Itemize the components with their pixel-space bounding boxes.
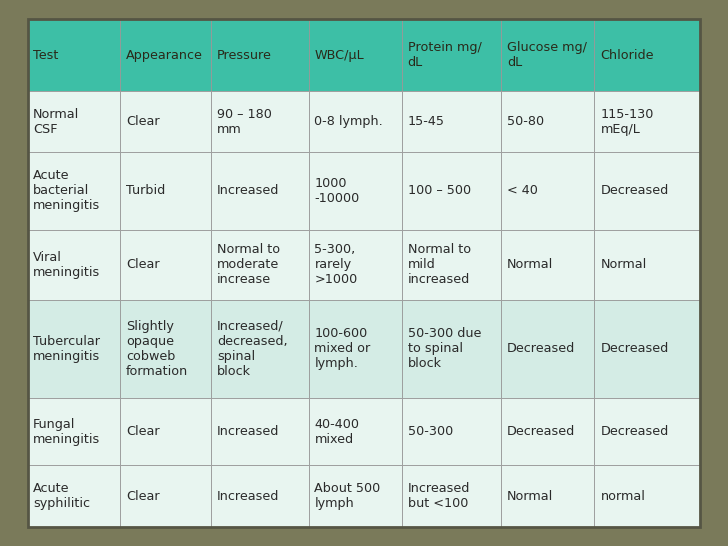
Text: 40-400
mixed: 40-400 mixed [314,418,360,446]
Bar [211,229,309,300]
Bar [28,229,121,300]
Text: 15-45: 15-45 [408,115,445,128]
Bar [121,91,211,152]
Text: Viral
meningitis: Viral meningitis [33,251,100,278]
Text: Normal to
mild
increased: Normal to mild increased [408,243,471,286]
Text: Normal to
moderate
increase: Normal to moderate increase [217,243,280,286]
Bar [28,397,121,465]
Text: Acute
bacterial
meningitis: Acute bacterial meningitis [33,169,100,212]
Bar [594,465,700,527]
Text: Decreased: Decreased [601,342,669,355]
Text: Clear: Clear [126,425,159,438]
Bar [402,19,501,91]
Text: Decreased: Decreased [601,185,669,198]
Bar [121,397,211,465]
Text: Turbid: Turbid [126,185,165,198]
Bar [28,91,121,152]
Text: Increased/
decreased,
spinal
block: Increased/ decreased, spinal block [217,320,288,378]
Bar [309,19,402,91]
Bar [402,300,501,397]
Bar [309,465,402,527]
Bar [501,397,594,465]
Text: Decreased: Decreased [507,342,575,355]
Bar [309,91,402,152]
Bar [309,152,402,229]
Text: Tubercular
meningitis: Tubercular meningitis [33,335,100,363]
Text: Appearance: Appearance [126,49,203,62]
Bar [402,229,501,300]
Text: < 40: < 40 [507,185,538,198]
Text: 0-8 lymph.: 0-8 lymph. [314,115,383,128]
Bar [28,152,121,229]
Bar [211,152,309,229]
Bar [594,300,700,397]
Text: About 500
lymph: About 500 lymph [314,482,381,510]
Bar [402,465,501,527]
Text: Increased: Increased [217,490,280,503]
Text: Test: Test [33,49,59,62]
Text: 50-80: 50-80 [507,115,544,128]
Bar [121,229,211,300]
Text: Increased: Increased [217,185,280,198]
Text: Protein mg/
dL: Protein mg/ dL [408,41,481,69]
Text: 100-600
mixed or
lymph.: 100-600 mixed or lymph. [314,327,371,370]
Text: Chloride: Chloride [601,49,654,62]
Text: 50-300 due
to spinal
block: 50-300 due to spinal block [408,327,481,370]
Text: Increased
but <100: Increased but <100 [408,482,470,510]
Text: Slightly
opaque
cobweb
formation: Slightly opaque cobweb formation [126,320,189,378]
Bar [402,91,501,152]
Text: 90 – 180
mm: 90 – 180 mm [217,108,272,136]
Text: Normal
CSF: Normal CSF [33,108,79,136]
Bar [121,19,211,91]
Bar [309,229,402,300]
Text: Acute
syphilitic: Acute syphilitic [33,482,90,510]
Bar [211,91,309,152]
Bar [594,152,700,229]
Bar [501,152,594,229]
Text: 50-300: 50-300 [408,425,453,438]
Text: 1000
-10000: 1000 -10000 [314,177,360,205]
Text: Normal: Normal [601,258,646,271]
Bar [501,465,594,527]
Bar [211,465,309,527]
Text: Normal: Normal [507,490,553,503]
Bar [501,19,594,91]
Bar [402,397,501,465]
Bar [211,300,309,397]
Text: Glucose mg/
dL: Glucose mg/ dL [507,41,587,69]
Text: 5-300,
rarely
>1000: 5-300, rarely >1000 [314,243,357,286]
Text: WBC/μL: WBC/μL [314,49,364,62]
Bar [594,19,700,91]
Text: Normal: Normal [507,258,553,271]
Bar [121,152,211,229]
Text: Clear: Clear [126,115,159,128]
Bar [594,91,700,152]
Bar [501,300,594,397]
Text: Decreased: Decreased [601,425,669,438]
Bar [594,397,700,465]
Text: Increased: Increased [217,425,280,438]
Bar [121,300,211,397]
Text: normal: normal [601,490,645,503]
Text: Fungal
meningitis: Fungal meningitis [33,418,100,446]
Bar [501,91,594,152]
Text: 115-130
mEq/L: 115-130 mEq/L [601,108,654,136]
Text: Clear: Clear [126,258,159,271]
Text: Pressure: Pressure [217,49,272,62]
Bar [309,397,402,465]
Text: 100 – 500: 100 – 500 [408,185,471,198]
Bar [28,19,121,91]
Bar [28,465,121,527]
Bar [309,300,402,397]
Bar [211,397,309,465]
Text: Clear: Clear [126,490,159,503]
Bar [402,152,501,229]
Bar [594,229,700,300]
Bar [501,229,594,300]
Bar [121,465,211,527]
Bar [211,19,309,91]
Text: Decreased: Decreased [507,425,575,438]
Bar [28,300,121,397]
